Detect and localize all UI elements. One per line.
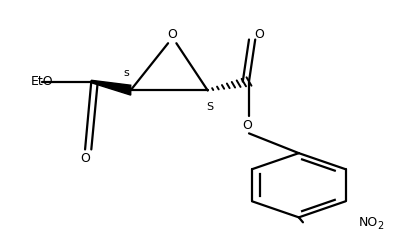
Text: NO: NO [359,216,378,229]
Text: O: O [167,28,177,41]
Text: 2: 2 [378,221,384,231]
Text: O: O [80,152,90,165]
Text: s: s [124,68,129,78]
Text: EtO: EtO [31,75,54,88]
Text: S: S [206,103,213,112]
Text: O: O [242,120,252,132]
Text: O: O [254,28,264,41]
Polygon shape [91,80,131,95]
